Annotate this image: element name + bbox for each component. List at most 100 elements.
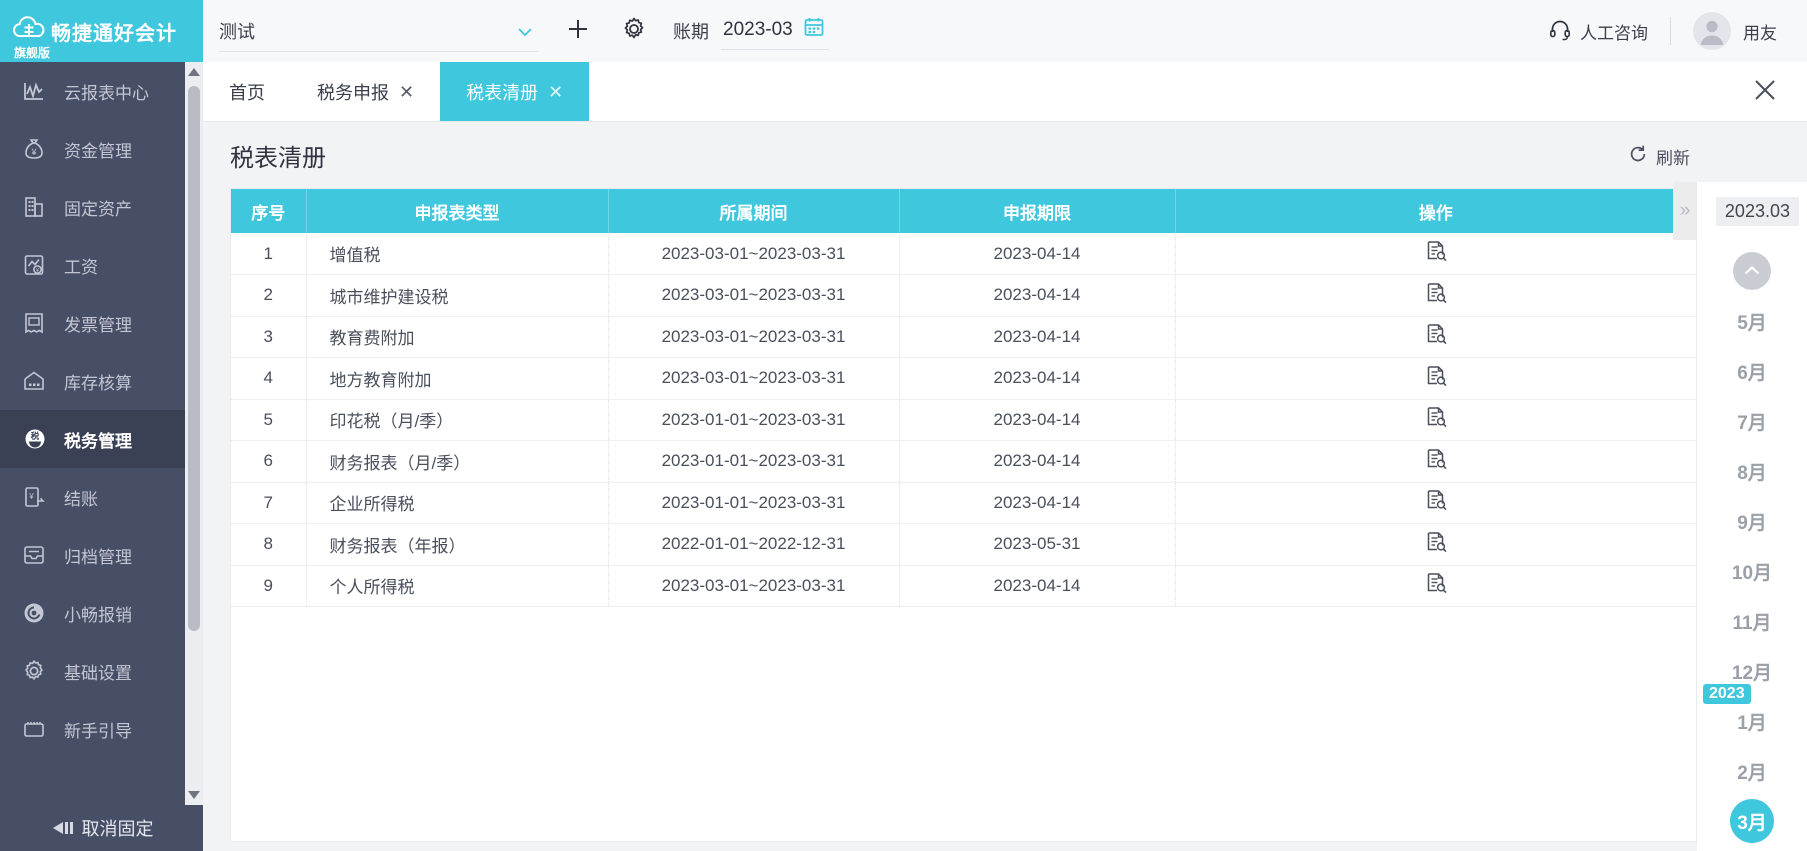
document-search-icon[interactable]: [1424, 571, 1448, 595]
calendar-icon[interactable]: [803, 16, 825, 43]
chevron-up-circle-icon[interactable]: [1733, 252, 1771, 290]
sidebar-item-8[interactable]: 归档管理: [0, 526, 203, 584]
month-label: 10月: [1731, 562, 1773, 584]
document-search-icon[interactable]: [1424, 364, 1448, 388]
period-month-10月[interactable]: 10月: [1697, 546, 1807, 596]
period-month-4月[interactable]: 4月: [1697, 846, 1807, 851]
sidebar-item-label: 税务管理: [64, 431, 132, 451]
user-avatar-icon: [1700, 20, 1724, 45]
cell-period: 2023-03-01~2023-03-31: [608, 233, 900, 275]
sidebar-item-2[interactable]: 固定资产: [0, 178, 203, 236]
sidebar-item-3[interactable]: ¥ 工资: [0, 236, 203, 294]
cell-period: 2023-01-01~2023-03-31: [608, 440, 900, 483]
scrollbar-thumb[interactable]: [188, 86, 200, 631]
close-icon: [1752, 77, 1778, 108]
chevron-down-icon[interactable]: [515, 22, 535, 47]
period-month-12月[interactable]: 12月: [1697, 646, 1807, 696]
cell-type: 企业所得税: [306, 482, 609, 524]
invoice-icon: [22, 311, 52, 335]
main-content: 税表清册 刷新 序号 申报表类型 所属期间 申报期限 操作 1 增值税 2023-: [203, 122, 1807, 851]
avatar[interactable]: [1693, 12, 1731, 50]
column-header-2: 所属期间: [608, 189, 900, 233]
caret-down-icon[interactable]: [185, 785, 203, 805]
period-month-8月[interactable]: 8月: [1697, 446, 1807, 496]
tab-2[interactable]: 税表清册 ✕: [440, 62, 590, 121]
sidebar-item-0[interactable]: 云报表中心: [0, 62, 203, 120]
page-title: 税表清册: [230, 144, 326, 172]
sidebar-item-10[interactable]: 基础设置: [0, 642, 203, 700]
sidebar-item-1[interactable]: ¥ 资金管理: [0, 120, 203, 178]
tab-close-icon[interactable]: ✕: [399, 81, 415, 102]
brand-edition: 旗舰版: [14, 46, 51, 60]
payroll-icon: ¥: [22, 253, 52, 277]
table-row[interactable]: 4 地方教育附加 2023-03-01~2023-03-31 2023-04-14: [231, 357, 1696, 400]
support-button[interactable]: 人工咨询: [1548, 17, 1648, 46]
sidebar-item-9[interactable]: 小畅报销: [0, 584, 203, 642]
table-row[interactable]: 7 企业所得税 2023-01-01~2023-03-31 2023-04-14: [231, 482, 1696, 524]
cell-action: [1175, 523, 1696, 566]
building-icon: [22, 195, 52, 219]
unpin-label: 取消固定: [81, 819, 154, 839]
document-search-icon[interactable]: [1424, 281, 1448, 305]
table-body: 1 增值税 2023-03-01~2023-03-31 2023-04-14 2 城市维护…: [231, 233, 1696, 607]
period-picker[interactable]: 2023-03: [721, 12, 829, 50]
period-month-1月[interactable]: 1月: [1697, 696, 1807, 746]
period-month-5月[interactable]: 5月: [1697, 296, 1807, 346]
sidebar-item-5[interactable]: 库存核算: [0, 352, 203, 410]
period-month-11月[interactable]: 11月: [1697, 596, 1807, 646]
settings-button[interactable]: [617, 14, 651, 48]
cell-no: 4: [231, 357, 307, 400]
settle-icon: ¥: [22, 485, 52, 509]
tab-1[interactable]: 税务申报 ✕: [291, 62, 440, 121]
document-search-icon[interactable]: [1424, 405, 1448, 429]
document-search-icon[interactable]: [1424, 530, 1448, 554]
account-set-select[interactable]: 测试: [219, 10, 539, 52]
archive-icon: [22, 543, 52, 567]
tab-close-icon[interactable]: ✕: [548, 81, 564, 102]
tab-bar: 首页 税务申报 ✕ 税表清册 ✕: [203, 62, 1807, 122]
table-row[interactable]: 2 城市维护建设税 2023-03-01~2023-03-31 2023-04-14: [231, 274, 1696, 317]
close-all-tabs-button[interactable]: [1741, 62, 1789, 122]
svg-text:¥: ¥: [28, 492, 34, 501]
table-row[interactable]: 9 个人所得税 2023-03-01~2023-03-31 2023-04-14: [231, 565, 1696, 607]
refresh-button[interactable]: 刷新: [1628, 144, 1690, 169]
period-month-3月[interactable]: 3月: [1697, 796, 1807, 846]
sidebar-item-label: 固定资产: [64, 199, 132, 219]
warehouse-icon: [22, 369, 52, 393]
cell-type: 地方教育附加: [306, 357, 609, 400]
sidebar-item-7[interactable]: ¥ 结账: [0, 468, 203, 526]
table-row[interactable]: 3 教育费附加 2023-03-01~2023-03-31 2023-04-14: [231, 316, 1696, 358]
gear-icon: [621, 16, 647, 47]
table-row[interactable]: 5 印花税（月/季） 2023-01-01~2023-03-31 2023-04-14: [231, 399, 1696, 441]
table-row[interactable]: 1 增值税 2023-03-01~2023-03-31 2023-04-14: [231, 233, 1696, 275]
month-label: 12月: [1731, 662, 1773, 684]
sidebar-item-4[interactable]: 发票管理: [0, 294, 203, 352]
sidebar-item-11[interactable]: 新手引导: [0, 700, 203, 758]
cell-no: 7: [231, 482, 307, 524]
period-month-2月[interactable]: 2月: [1697, 746, 1807, 796]
cell-action: [1175, 233, 1696, 275]
cell-type: 增值税: [306, 233, 609, 275]
period-month-7月[interactable]: 7月: [1697, 396, 1807, 446]
sidebar-item-6[interactable]: 税 税务管理: [0, 410, 203, 468]
unpin-sidebar-button[interactable]: 取消固定: [0, 805, 203, 851]
document-search-icon[interactable]: [1424, 322, 1448, 346]
document-search-icon[interactable]: [1424, 447, 1448, 471]
document-search-icon[interactable]: [1424, 488, 1448, 512]
period-month-6月[interactable]: 6月: [1697, 346, 1807, 396]
chevron-double-right-icon[interactable]: »: [1673, 182, 1697, 240]
document-search-icon[interactable]: [1424, 239, 1448, 263]
table-row[interactable]: 6 财务报表（月/季） 2023-01-01~2023-03-31 2023-04-1…: [231, 440, 1696, 483]
cell-no: 3: [231, 316, 307, 358]
cell-deadline: 2023-04-14: [899, 274, 1176, 317]
tab-0[interactable]: 首页: [203, 62, 291, 121]
table-row[interactable]: 8 财务报表（年报） 2022-01-01~2022-12-31 2023-05-31: [231, 523, 1696, 566]
tax-form-table-card: 序号 申报表类型 所属期间 申报期限 操作 1 增值税 2023-03-01~2023-03…: [230, 188, 1697, 842]
sidebar-scrollbar[interactable]: [185, 62, 203, 805]
tax-icon: 税: [22, 426, 52, 452]
caret-up-icon[interactable]: [185, 62, 203, 82]
period-month-9月[interactable]: 9月: [1697, 496, 1807, 546]
add-button[interactable]: [561, 14, 595, 48]
month-label: 3月: [1737, 812, 1767, 834]
cell-action: [1175, 357, 1696, 400]
